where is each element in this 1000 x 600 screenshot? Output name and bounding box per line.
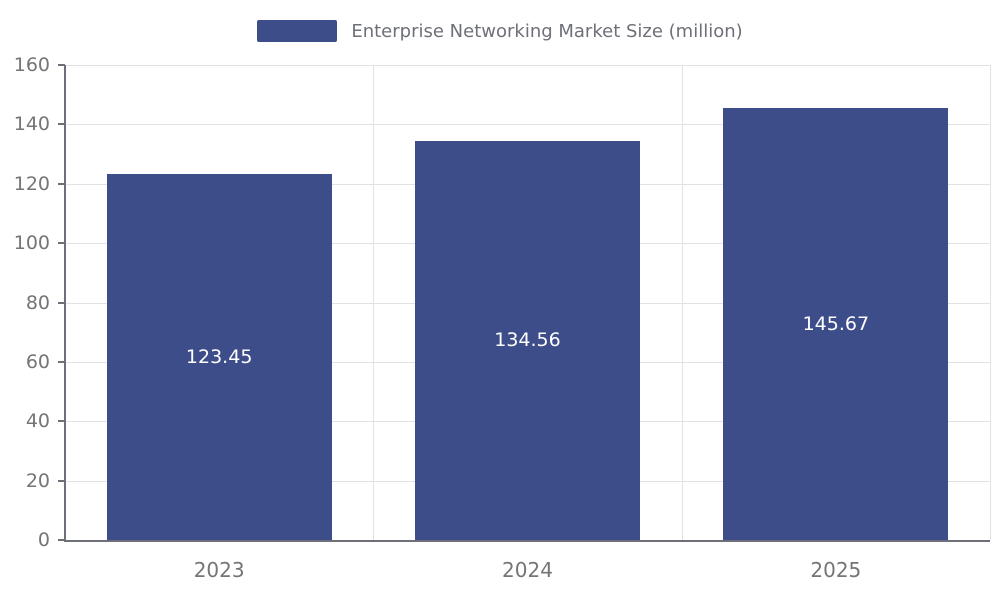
y-axis-tick-label: 160: [13, 54, 50, 76]
y-axis-tick: [58, 182, 65, 185]
bar-value-label: 134.56: [494, 329, 561, 352]
y-axis-tick-label: 80: [25, 291, 50, 314]
v-gridline: [373, 65, 375, 540]
bar-value-label: 123.45: [185, 345, 253, 368]
y-axis-tick: [58, 64, 65, 66]
y-axis-tick-label: 120: [13, 172, 50, 195]
bar: [414, 140, 641, 540]
v-gridline: [990, 65, 991, 540]
v-gridline: [681, 65, 683, 540]
y-axis-tick: [58, 539, 65, 541]
y-axis-tick-label: 0: [37, 529, 50, 551]
y-axis-tick: [58, 301, 65, 304]
y-axis-tick: [58, 420, 65, 423]
y-axis-line: [64, 65, 66, 541]
x-axis-tick-label: 2024: [502, 558, 553, 582]
y-axis-tick-label: 100: [13, 232, 50, 255]
h-gridline: [65, 124, 990, 126]
legend-swatch: [257, 20, 338, 42]
legend-label: Enterprise Networking Market Size (milli…: [351, 20, 743, 42]
y-axis-tick-label: 40: [25, 410, 50, 433]
bar: [723, 107, 949, 540]
y-axis-tick-label: 60: [25, 350, 50, 373]
chart-legend: Enterprise Networking Market Size (milli…: [0, 16, 1000, 46]
h-gridline: [65, 65, 990, 66]
y-axis-tick-label: 140: [13, 113, 50, 136]
y-axis-tick-label: 20: [25, 469, 50, 492]
x-axis-tick-label: 2025: [810, 558, 862, 582]
bar: [106, 173, 332, 540]
y-axis-tick: [58, 242, 65, 245]
y-axis-tick: [58, 479, 65, 482]
bar-value-label: 145.67: [802, 312, 870, 335]
x-axis-line: [64, 540, 990, 542]
y-axis-tick: [58, 123, 65, 126]
x-axis-tick-label: 2023: [193, 558, 245, 582]
y-axis-tick: [58, 360, 65, 363]
